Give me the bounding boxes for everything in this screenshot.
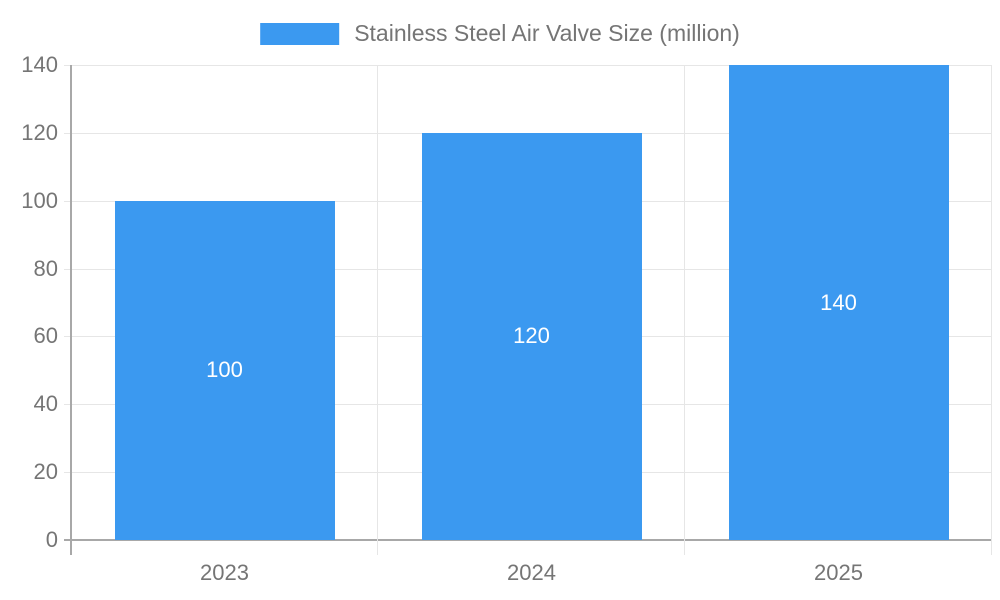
bar-value-label: 100 xyxy=(206,357,243,383)
x-tick-label: 2024 xyxy=(507,560,556,585)
legend-label: Stainless Steel Air Valve Size (million) xyxy=(354,20,740,46)
y-tick-label: 40 xyxy=(33,391,58,417)
bar-value-label: 140 xyxy=(820,289,857,315)
y-tick-label: 20 xyxy=(33,459,58,485)
legend-swatch xyxy=(260,22,340,45)
gridline-vertical xyxy=(377,65,378,555)
bar-value-label: 120 xyxy=(513,323,550,349)
gridline-vertical xyxy=(684,65,685,555)
gridline-vertical xyxy=(991,65,992,555)
x-axis-baseline xyxy=(64,539,992,541)
gridline-horizontal xyxy=(64,65,992,66)
y-axis-line xyxy=(70,65,72,555)
legend-item[interactable]: Stainless Steel Air Valve Size (million) xyxy=(260,22,740,45)
y-tick-label: 0 xyxy=(45,527,58,552)
y-tick-label: 60 xyxy=(33,323,58,349)
bar-2024[interactable]: 120 xyxy=(421,132,642,540)
y-tick-label: 80 xyxy=(33,255,58,281)
bar-2023[interactable]: 100 xyxy=(114,200,335,540)
x-tick-label: 2023 xyxy=(200,560,249,585)
y-tick-label: 140 xyxy=(21,52,58,77)
bar-2025[interactable]: 140 xyxy=(728,65,949,540)
x-tick-label: 2025 xyxy=(814,560,863,585)
y-tick-label: 120 xyxy=(21,119,58,145)
plot-area: 0 20 40 60 80 100 120 140 100 2023 120 2024 140 2025 xyxy=(21,53,992,585)
y-tick-label: 100 xyxy=(21,187,58,213)
